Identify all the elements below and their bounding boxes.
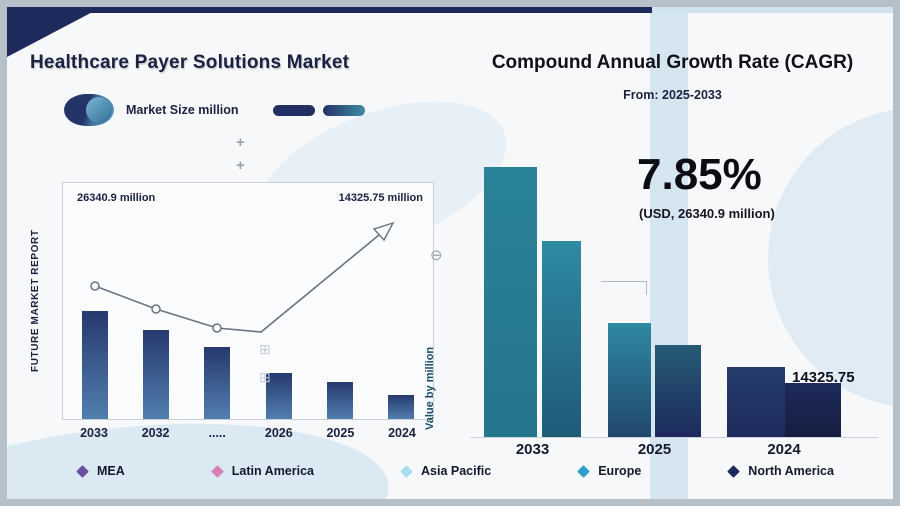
trend-marker bbox=[212, 323, 222, 333]
legend-item: MEA bbox=[76, 464, 125, 478]
left-bar-column bbox=[75, 311, 115, 419]
right-bar-group bbox=[484, 167, 581, 437]
left-chart-title: Healthcare Payer Solutions Market bbox=[30, 52, 350, 73]
left-chart: 26340.9 million 14325.75 million ⊞ ⊞ bbox=[62, 182, 434, 420]
legend-item: North America bbox=[727, 464, 834, 478]
legend-label: North America bbox=[748, 464, 834, 478]
left-bar bbox=[265, 373, 292, 419]
trend-marker bbox=[151, 304, 161, 314]
left-bar-column bbox=[197, 347, 237, 419]
legend-item: Europe bbox=[577, 464, 642, 478]
pill-navy-icon bbox=[272, 104, 315, 116]
right-chart-subtitle: From: 2025-2033 bbox=[623, 88, 722, 102]
legend-label: MEA bbox=[97, 464, 125, 478]
left-x-label: 2032 bbox=[141, 426, 170, 440]
left-bar-column bbox=[381, 395, 421, 419]
cylinder-face-icon bbox=[86, 97, 112, 123]
cagr-note: (USD, 26340.9 million) bbox=[639, 206, 775, 221]
left-bar bbox=[387, 395, 414, 419]
left-x-label: 2024 bbox=[388, 426, 416, 440]
plus-icon: + bbox=[236, 157, 245, 174]
right-bar bbox=[608, 323, 651, 437]
annotation-left-value: 26340.9 million bbox=[77, 192, 156, 204]
right-chart-title: Compound Annual Growth Rate (CAGR) bbox=[491, 52, 854, 73]
grid-icon: ⊞ bbox=[259, 369, 271, 385]
trend-marker bbox=[90, 281, 100, 291]
left-bar-column bbox=[136, 330, 176, 419]
right-bar bbox=[727, 367, 785, 437]
right-bar bbox=[785, 383, 841, 437]
right-chart-baseline bbox=[470, 437, 878, 438]
circle-minus-icon: ⊖ bbox=[430, 247, 443, 264]
left-bar bbox=[204, 347, 231, 419]
decor-vertical-band bbox=[650, 7, 688, 499]
trend-line-arrow bbox=[90, 221, 395, 333]
legend-item: Asia Pacific bbox=[400, 464, 492, 478]
left-chart-xlabels: 2033 2032..... 2026 2025 2024 bbox=[62, 426, 434, 440]
annotation-right-value: 14325.75 million bbox=[338, 192, 423, 204]
legend-label: Asia Pacific bbox=[421, 464, 492, 478]
left-bar bbox=[143, 330, 170, 419]
value-annotation-2024: 14325.75 bbox=[792, 369, 855, 386]
left-chart-side-label: FUTURE MARKET REPORT bbox=[30, 229, 41, 373]
decor-top-strip-navy bbox=[7, 7, 652, 13]
trend-path bbox=[94, 234, 380, 333]
market-size-label: Market Size million bbox=[126, 103, 239, 117]
left-x-label: 2026 bbox=[264, 426, 293, 440]
right-bar bbox=[484, 167, 537, 437]
right-x-label: 2033 bbox=[515, 441, 550, 458]
legend-diamond-icon bbox=[400, 464, 413, 478]
decor-circle bbox=[768, 108, 900, 408]
left-bar bbox=[326, 382, 353, 419]
arrowhead-icon bbox=[372, 221, 395, 242]
left-bar bbox=[82, 311, 108, 419]
pill-gradient-icon bbox=[322, 104, 365, 116]
left-x-label: 2033 bbox=[80, 426, 108, 440]
footer-legend: MEA Latin America Asia Pacific Europe North … bbox=[76, 464, 834, 478]
plus-icon: + bbox=[236, 134, 245, 151]
left-bar-column bbox=[259, 373, 299, 419]
legend-label: Europe bbox=[598, 464, 642, 478]
left-x-label: 2025 bbox=[326, 426, 355, 440]
left-x-label: ..... bbox=[208, 426, 226, 440]
right-x-label: 2024 bbox=[767, 441, 801, 458]
left-chart-bars bbox=[63, 311, 433, 419]
left-bar-column bbox=[320, 382, 360, 419]
legend-diamond-icon bbox=[210, 464, 224, 478]
decor-corner-triangle bbox=[7, 7, 102, 57]
market-size-legend: Market Size million bbox=[64, 94, 365, 126]
legend-label: Latin America bbox=[231, 464, 314, 478]
cylinder-icon bbox=[64, 94, 114, 126]
legend-diamond-icon bbox=[577, 464, 591, 478]
decor-top-strip-blue bbox=[652, 7, 893, 13]
legend-diamond-icon bbox=[727, 464, 741, 478]
step-decoration bbox=[601, 281, 647, 295]
right-chart-ylabel: Value by million bbox=[424, 346, 436, 430]
right-bar bbox=[542, 241, 581, 437]
grid-icon: ⊞ bbox=[259, 341, 271, 357]
cagr-value: 7.85% bbox=[637, 150, 762, 199]
legend-item: Latin America bbox=[210, 464, 314, 478]
legend-diamond-icon bbox=[76, 464, 89, 478]
